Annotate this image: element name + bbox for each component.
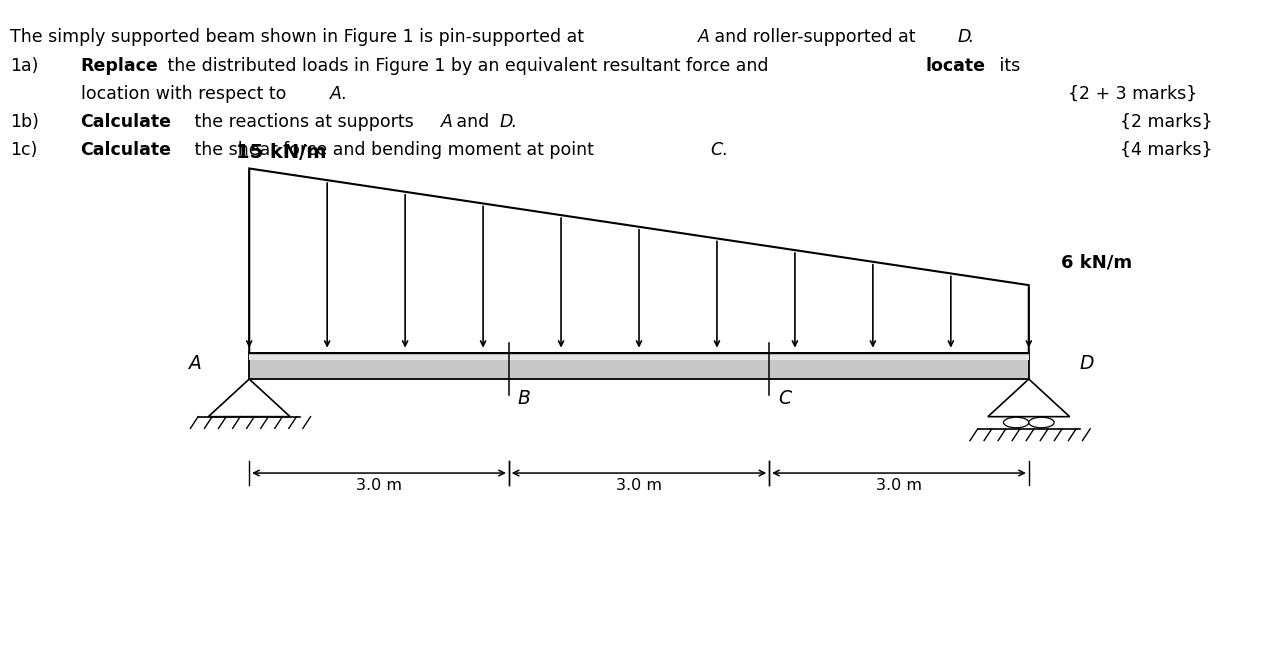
Text: 1a): 1a) bbox=[10, 57, 38, 75]
Text: {4 marks}: {4 marks} bbox=[1120, 141, 1212, 159]
Text: 1b): 1b) bbox=[10, 113, 40, 131]
Text: 1c): 1c) bbox=[10, 141, 37, 159]
Polygon shape bbox=[208, 379, 290, 417]
Text: and: and bbox=[451, 113, 495, 131]
Text: Replace: Replace bbox=[81, 57, 158, 75]
Text: A: A bbox=[330, 85, 341, 103]
Text: C: C bbox=[778, 389, 791, 408]
Text: B: B bbox=[518, 389, 530, 408]
Text: and roller-supported at: and roller-supported at bbox=[709, 28, 921, 46]
Text: {2 + 3 marks}: {2 + 3 marks} bbox=[1068, 85, 1197, 103]
Text: C: C bbox=[711, 141, 722, 159]
Text: {2 marks}: {2 marks} bbox=[1120, 113, 1212, 131]
Text: 15 kN/m: 15 kN/m bbox=[236, 143, 326, 162]
Text: 3.0 m: 3.0 m bbox=[357, 478, 403, 493]
Polygon shape bbox=[249, 353, 1029, 360]
Text: A: A bbox=[698, 28, 709, 46]
Polygon shape bbox=[249, 353, 1029, 379]
Text: .: . bbox=[340, 85, 345, 103]
Text: the reactions at supports: the reactions at supports bbox=[189, 113, 419, 131]
Text: 3.0 m: 3.0 m bbox=[616, 478, 662, 493]
Text: A: A bbox=[189, 354, 202, 373]
Text: .: . bbox=[967, 28, 973, 46]
Text: 3.0 m: 3.0 m bbox=[875, 478, 921, 493]
Polygon shape bbox=[988, 379, 1070, 417]
Text: Calculate: Calculate bbox=[81, 141, 171, 159]
Text: .: . bbox=[721, 141, 726, 159]
Text: A: A bbox=[441, 113, 452, 131]
Text: 6 kN/m: 6 kN/m bbox=[1061, 253, 1132, 272]
Ellipse shape bbox=[1003, 417, 1029, 428]
Ellipse shape bbox=[1029, 417, 1054, 428]
Text: the distributed loads in Figure 1 by an equivalent resultant force and: the distributed loads in Figure 1 by an … bbox=[162, 57, 774, 75]
Text: the shear force and bending moment at point: the shear force and bending moment at po… bbox=[189, 141, 599, 159]
Text: .: . bbox=[510, 113, 515, 131]
Text: D: D bbox=[500, 113, 512, 131]
Text: D: D bbox=[957, 28, 970, 46]
Text: Calculate: Calculate bbox=[81, 113, 171, 131]
Text: its: its bbox=[994, 57, 1021, 75]
Text: The simply supported beam shown in Figure 1 is pin-supported at: The simply supported beam shown in Figur… bbox=[10, 28, 589, 46]
Text: location with respect to: location with respect to bbox=[81, 85, 291, 103]
Text: D: D bbox=[1080, 354, 1094, 373]
Text: locate: locate bbox=[925, 57, 985, 75]
